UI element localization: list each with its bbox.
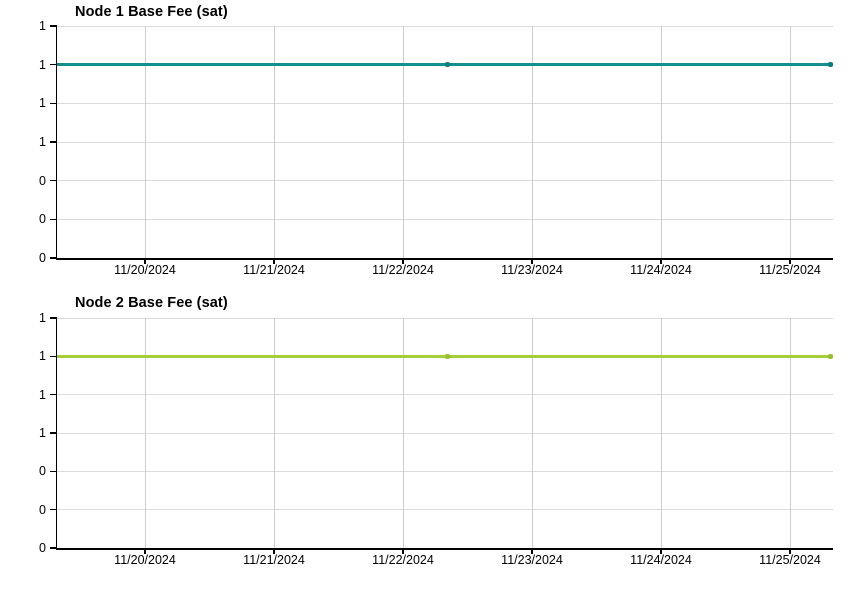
- x-axis-tick: [789, 548, 791, 554]
- x-axis-tick: [273, 548, 275, 554]
- gridline-vertical: [660, 26, 662, 258]
- gridline-vertical: [789, 318, 791, 548]
- y-tick-label: 0: [39, 541, 46, 555]
- x-axis-tick: [660, 258, 662, 264]
- x-axis-tick: [789, 258, 791, 264]
- data-point-marker: [827, 62, 833, 68]
- gridline-vertical: [531, 26, 533, 258]
- y-tick-label: 0: [39, 464, 46, 479]
- x-axis-tick: [531, 258, 533, 264]
- gridline-vertical: [402, 26, 404, 258]
- gridline-vertical: [531, 318, 533, 548]
- y-axis-tick: [50, 257, 57, 259]
- x-axis-tick: [402, 548, 404, 554]
- x-axis-line: [55, 548, 833, 550]
- chart-node1-base-fee: Node 1 Base Fee (sat) 1 1 1 1 0 0 0 11/20/2024 1…: [0, 0, 860, 290]
- data-point-marker: [444, 353, 450, 359]
- y-tick-label: 0: [39, 212, 46, 227]
- x-axis-tick: [144, 548, 146, 554]
- y-tick-label: 1: [39, 96, 46, 111]
- y-axis-tick: [50, 179, 57, 182]
- y-axis-tick: [50, 218, 57, 221]
- x-tick-label: 11/24/2024: [630, 263, 692, 277]
- x-tick-label: 11/22/2024: [372, 553, 434, 567]
- x-tick-label: 11/20/2024: [114, 553, 176, 567]
- y-axis-tick: [50, 470, 57, 473]
- y-axis-tick: [50, 547, 57, 549]
- gridline-vertical: [273, 318, 275, 548]
- gridline-horizontal: [57, 102, 833, 104]
- gridline-vertical: [660, 318, 662, 548]
- plot-area: 1 1 1 1 0 0 0 11/20/2024 11/21/2024 11/22/2024 11/…: [0, 290, 860, 600]
- y-axis-tick: [50, 25, 57, 27]
- y-tick-label: 1: [39, 57, 46, 72]
- x-tick-label: 11/23/2024: [501, 553, 563, 567]
- x-axis-tick: [144, 258, 146, 264]
- data-point-marker: [827, 353, 833, 359]
- plot-area: 1 1 1 1 0 0 0 11/20/2024 11/21/2024 11/22/2024 11/…: [0, 0, 860, 290]
- x-tick-label: 11/21/2024: [243, 553, 305, 567]
- x-tick-label: 11/25/2024: [759, 553, 821, 567]
- data-point-marker: [444, 62, 450, 68]
- gridline-horizontal: [57, 432, 833, 434]
- y-tick-label: 1: [39, 387, 46, 402]
- y-tick-label: 0: [39, 502, 46, 517]
- x-axis-tick: [402, 258, 404, 264]
- y-tick-label: 1: [39, 19, 46, 33]
- x-tick-label: 11/21/2024: [243, 263, 305, 277]
- y-axis-line: [55, 26, 57, 259]
- x-tick-label: 11/20/2024: [114, 263, 176, 277]
- gridline-vertical: [789, 26, 791, 258]
- y-tick-label: 1: [39, 349, 46, 364]
- x-tick-label: 11/24/2024: [630, 553, 692, 567]
- y-axis-tick: [50, 508, 57, 511]
- chart-title: Node 2 Base Fee (sat): [75, 295, 228, 311]
- y-tick-label: 1: [39, 426, 46, 440]
- gridline-horizontal: [57, 470, 833, 472]
- chart-title: Node 1 Base Fee (sat): [75, 4, 228, 20]
- gridline-horizontal: [57, 25, 833, 27]
- gridline-horizontal: [57, 218, 833, 220]
- y-axis-tick: [50, 141, 57, 143]
- y-tick-label: 1: [39, 311, 46, 325]
- y-axis-tick: [50, 63, 57, 66]
- x-tick-label: 11/25/2024: [759, 263, 821, 277]
- gridline-vertical: [402, 318, 404, 548]
- x-tick-label: 11/23/2024: [501, 263, 563, 277]
- x-axis-line: [55, 258, 833, 260]
- gridline-horizontal: [57, 317, 833, 319]
- y-axis-tick: [50, 102, 57, 105]
- gridline-horizontal: [57, 509, 833, 511]
- chart-node2-base-fee: Node 2 Base Fee (sat) 1 1 1 1 0 0 0 11/20/2024 1…: [0, 290, 860, 600]
- x-axis-tick: [531, 548, 533, 554]
- x-axis-tick: [660, 548, 662, 554]
- y-axis-tick: [50, 393, 57, 396]
- y-axis-tick: [50, 355, 57, 358]
- y-tick-label: 0: [39, 251, 46, 265]
- gridline-vertical: [144, 318, 146, 548]
- gridline-horizontal: [57, 394, 833, 396]
- gridline-vertical: [144, 26, 146, 258]
- y-axis-tick: [50, 317, 57, 319]
- x-axis-tick: [273, 258, 275, 264]
- gridline-horizontal: [57, 180, 833, 182]
- y-axis-tick: [50, 432, 57, 434]
- y-tick-label: 1: [39, 135, 46, 149]
- y-axis-line: [55, 318, 57, 549]
- gridline-vertical: [273, 26, 275, 258]
- x-tick-label: 11/22/2024: [372, 263, 434, 277]
- gridline-horizontal: [57, 141, 833, 143]
- y-tick-label: 0: [39, 173, 46, 188]
